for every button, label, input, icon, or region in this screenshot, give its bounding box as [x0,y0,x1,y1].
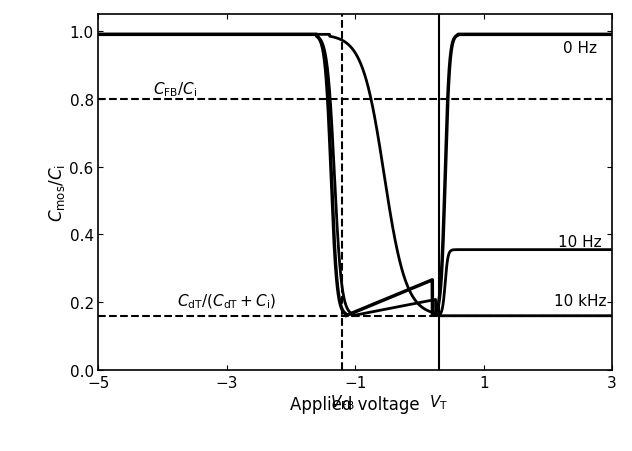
Text: 10 kHz: 10 kHz [554,293,606,308]
Text: 0 Hz: 0 Hz [563,41,597,56]
Y-axis label: $C_{\mathrm{mos}}/C_{\mathrm{i}}$: $C_{\mathrm{mos}}/C_{\mathrm{i}}$ [47,164,66,221]
X-axis label: Applied voltage: Applied voltage [291,396,420,414]
Text: $C_{\mathrm{dT}}/(C_{\mathrm{dT}}+C_{\mathrm{i}})$: $C_{\mathrm{dT}}/(C_{\mathrm{dT}}+C_{\ma… [178,292,277,310]
Text: $V_{\mathrm{FB}}$: $V_{\mathrm{FB}}$ [330,392,355,411]
Text: $C_{\mathrm{FB}}/C_{\mathrm{i}}$: $C_{\mathrm{FB}}/C_{\mathrm{i}}$ [154,80,198,99]
Text: $V_{\mathrm{T}}$: $V_{\mathrm{T}}$ [429,392,448,411]
Text: 10 Hz: 10 Hz [558,234,602,249]
